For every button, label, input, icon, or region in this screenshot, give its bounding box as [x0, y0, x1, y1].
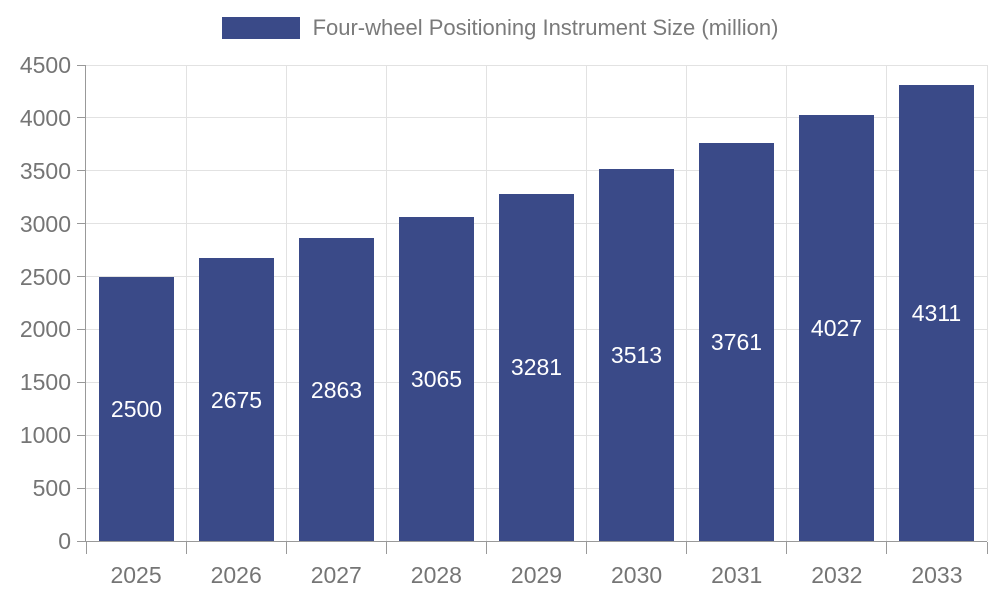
y-axis-tick-label: 1500 — [19, 369, 71, 396]
y-axis-tick-label: 3500 — [19, 157, 71, 184]
x-axis-tick — [385, 542, 387, 554]
y-axis-tick — [77, 540, 85, 542]
bar[interactable] — [499, 193, 574, 541]
legend-swatch — [221, 17, 300, 39]
x-axis-tick-label: 2031 — [711, 562, 763, 588]
x-gridline — [586, 65, 588, 541]
x-gridline — [385, 65, 387, 541]
x-gridline — [686, 65, 688, 541]
bar[interactable] — [399, 216, 474, 541]
x-axis-tick — [886, 542, 888, 554]
x-axis-tick-label: 2025 — [110, 562, 162, 588]
bar[interactable] — [799, 115, 874, 541]
y-axis-tick — [77, 223, 85, 225]
y-axis-tick-label: 4500 — [19, 52, 71, 78]
legend-label: Four-wheel Positioning Instrument Size (… — [312, 15, 779, 40]
x-axis-tick — [285, 542, 287, 554]
bar[interactable] — [599, 169, 674, 541]
y-axis-tick-label: 0 — [58, 528, 71, 554]
x-axis-tick — [986, 542, 988, 554]
y-axis-tick-label: 2000 — [19, 316, 71, 343]
y-axis-tick — [77, 381, 85, 383]
y-axis-tick — [77, 117, 85, 119]
x-axis-tick — [786, 542, 788, 554]
x-axis-tick — [485, 542, 487, 554]
x-axis-tick — [185, 542, 187, 554]
y-axis-line — [85, 65, 86, 542]
x-axis-tick-label: 2032 — [811, 562, 863, 588]
x-gridline — [485, 65, 487, 541]
bar[interactable] — [199, 258, 274, 541]
x-axis-tick — [85, 542, 87, 554]
y-axis-tick — [77, 276, 85, 278]
y-gridline — [86, 64, 987, 66]
y-axis-tick — [77, 434, 85, 436]
y-axis-tick-label: 500 — [32, 475, 71, 502]
bar[interactable] — [299, 238, 374, 541]
y-axis-tick-label: 1000 — [19, 422, 71, 449]
x-axis-line — [85, 541, 987, 542]
x-gridline — [986, 65, 988, 541]
x-gridline — [185, 65, 187, 541]
x-gridline — [786, 65, 788, 541]
y-axis-tick — [77, 487, 85, 489]
bar[interactable] — [899, 84, 974, 541]
x-axis-tick — [686, 542, 688, 554]
x-axis-tick-label: 2028 — [410, 562, 462, 588]
chart-legend[interactable]: Four-wheel Positioning Instrument Size (… — [0, 15, 1000, 41]
bar[interactable] — [99, 276, 174, 541]
x-gridline — [285, 65, 287, 541]
bar[interactable] — [699, 143, 774, 541]
x-axis-tick-label: 2029 — [510, 562, 563, 588]
y-axis-tick-label: 3000 — [19, 210, 71, 237]
y-axis-tick — [77, 328, 85, 330]
x-axis-tick — [586, 542, 588, 554]
x-axis-tick-label: 2027 — [310, 562, 362, 588]
x-axis-tick-label: 2033 — [911, 562, 963, 588]
x-axis-tick-label: 2030 — [611, 562, 663, 588]
y-axis-tick-label: 4000 — [19, 104, 71, 131]
y-axis-tick — [77, 64, 85, 66]
x-gridline — [886, 65, 888, 541]
y-axis-tick-label: 2500 — [19, 263, 71, 290]
x-axis-tick-label: 2026 — [210, 562, 262, 588]
y-axis-tick — [77, 170, 85, 172]
